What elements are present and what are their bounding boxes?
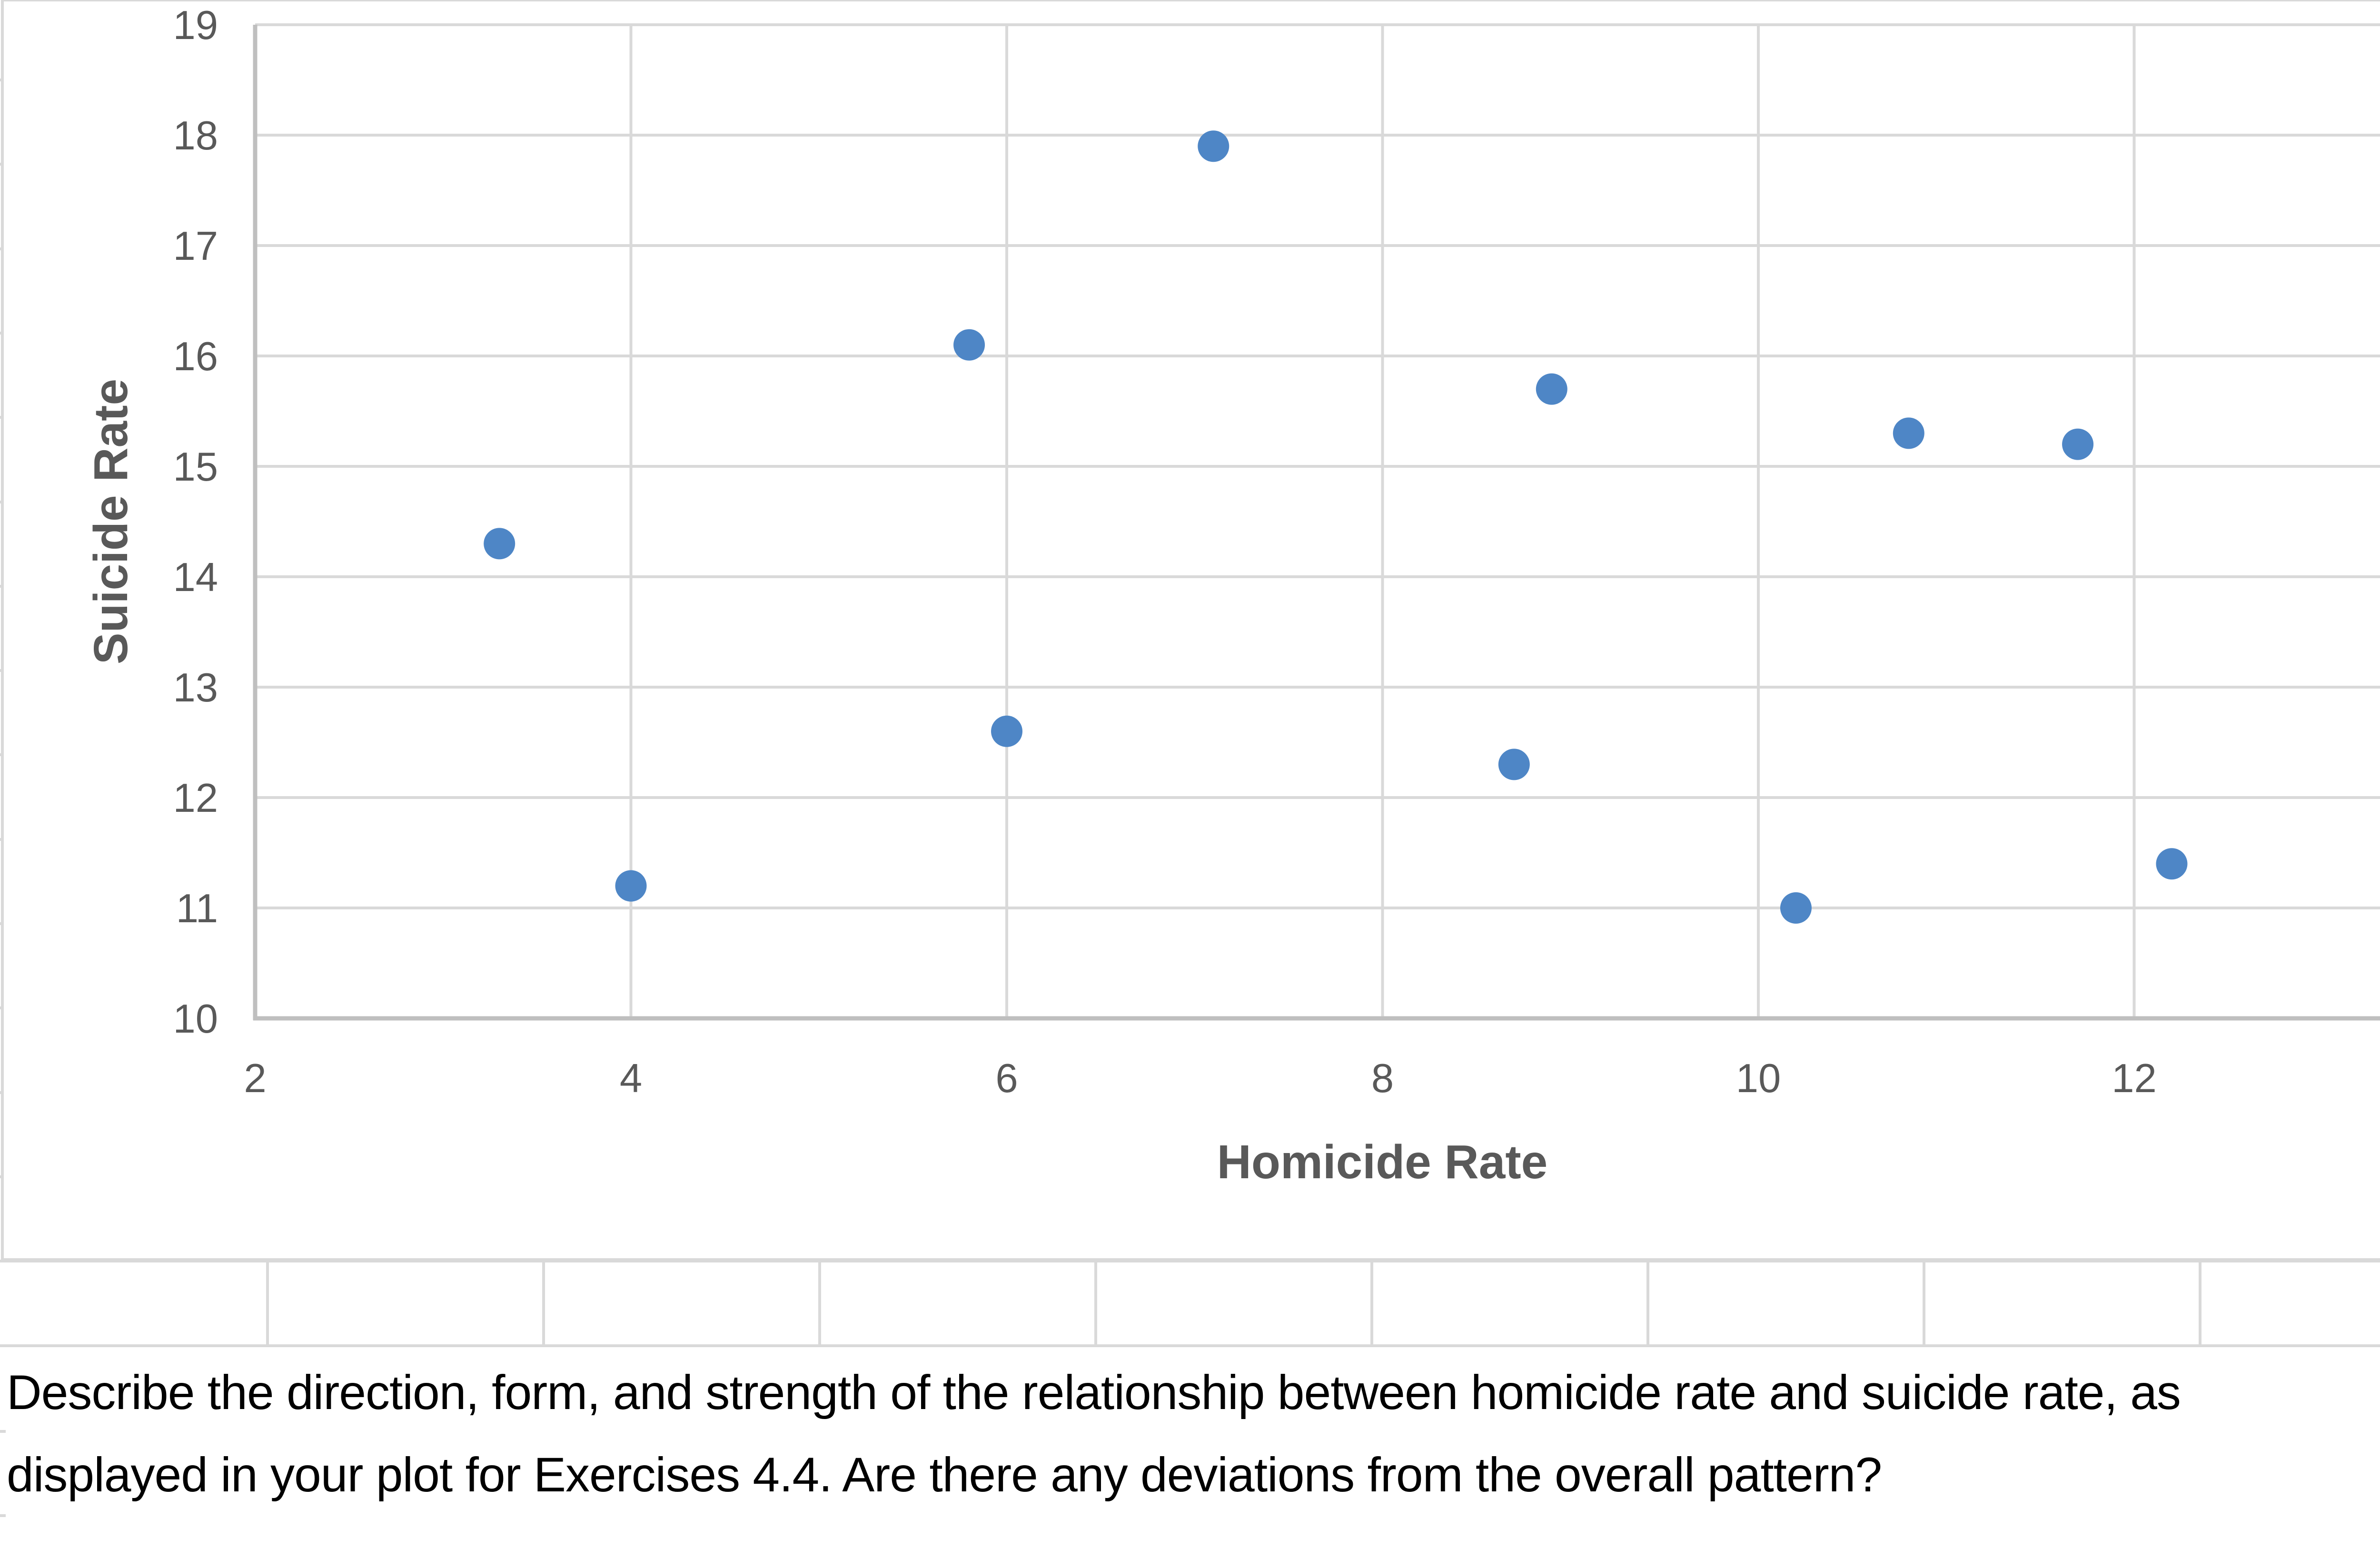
data-point[interactable] <box>615 870 647 902</box>
y-tick-label: 10 <box>173 996 218 1042</box>
y-tick-label: 11 <box>176 886 218 931</box>
y-tick-label: 17 <box>173 224 218 269</box>
data-point[interactable] <box>2156 848 2188 880</box>
data-point[interactable] <box>1536 373 1567 405</box>
y-tick-label: 16 <box>173 334 218 379</box>
sheet-gridline <box>0 1344 2380 1347</box>
y-tick-label: 19 <box>173 3 218 48</box>
y-tick-label: 15 <box>173 444 218 490</box>
data-point[interactable] <box>1498 749 1530 780</box>
data-point[interactable] <box>1780 892 1812 924</box>
x-tick-label: 4 <box>620 1056 642 1101</box>
x-tick-label: 8 <box>1371 1056 1394 1101</box>
data-point[interactable] <box>953 329 985 361</box>
y-tick-label: 18 <box>173 113 218 158</box>
x-axis-title[interactable]: Homicide Rate <box>1217 1135 1548 1189</box>
x-tick-label: 2 <box>244 1056 266 1101</box>
y-tick-label: 14 <box>173 555 218 600</box>
x-tick-label: 10 <box>1736 1056 1781 1101</box>
data-point[interactable] <box>1198 130 1230 162</box>
y-tick-label: 12 <box>173 776 218 821</box>
y-axis-title[interactable]: Suicide Rate <box>84 378 138 665</box>
exercise-question-line-2: displayed in your plot for Exercises 4.4… <box>7 1448 1882 1502</box>
chart-object[interactable] <box>1 0 2380 1261</box>
x-tick-label: 6 <box>995 1056 1018 1101</box>
sheet-gridline <box>0 1514 6 1517</box>
data-point[interactable] <box>991 715 1022 747</box>
y-tick-label: 13 <box>173 665 218 710</box>
sheet-gridline <box>0 1430 6 1433</box>
sheet-gridline <box>0 1260 2380 1262</box>
exercise-question-line-1: Describe the direction, form, and streng… <box>7 1365 2181 1420</box>
x-tick-label: 12 <box>2112 1056 2157 1101</box>
data-point[interactable] <box>484 528 516 560</box>
data-point[interactable] <box>1893 417 1924 449</box>
data-point[interactable] <box>2062 428 2094 460</box>
